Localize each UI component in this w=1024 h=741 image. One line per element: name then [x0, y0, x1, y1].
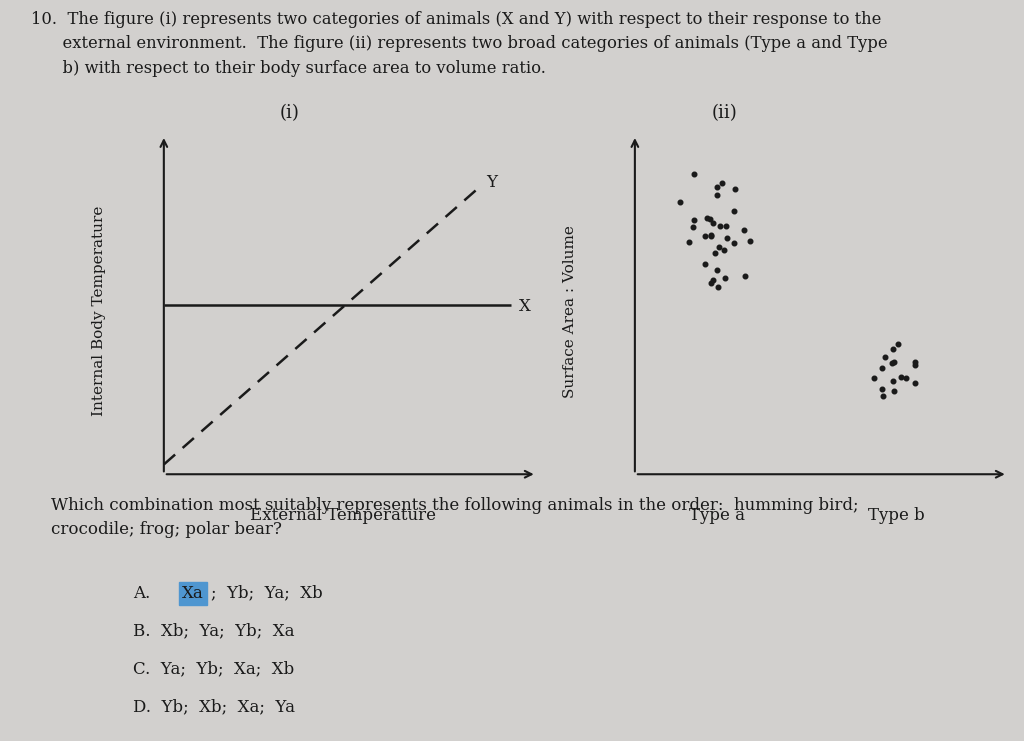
Point [712, 221, 728, 233]
Point [699, 212, 716, 224]
Text: (ii): (ii) [712, 104, 737, 122]
Point [686, 168, 702, 180]
Point [684, 221, 700, 233]
Point [702, 277, 719, 289]
Point [735, 225, 752, 236]
Point [716, 245, 732, 256]
Text: B.  Xb;  Ya;  Yb;  Xa: B. Xb; Ya; Yb; Xa [133, 622, 295, 639]
Point [878, 351, 894, 363]
Text: Type b: Type b [868, 507, 925, 524]
Point [890, 338, 906, 350]
Point [907, 359, 924, 370]
Text: Xa: Xa [182, 585, 204, 602]
Point [706, 217, 722, 229]
Point [907, 377, 924, 389]
Point [711, 241, 727, 253]
Point [710, 281, 726, 293]
Point [876, 390, 892, 402]
Point [718, 220, 734, 232]
Point [714, 177, 730, 189]
Point [697, 230, 714, 242]
Point [709, 265, 725, 276]
Point [898, 372, 914, 384]
Text: D.  Yb;  Xb;  Xa;  Ya: D. Yb; Xb; Xa; Ya [133, 698, 295, 715]
Point [709, 181, 725, 193]
Point [736, 270, 753, 282]
Point [884, 356, 900, 368]
Point [702, 230, 719, 242]
Text: ;  Yb;  Ya;  Xb: ; Yb; Ya; Xb [211, 585, 323, 602]
Text: A.: A. [133, 585, 161, 602]
Text: Which combination most suitably represents the following animals in the order:  : Which combination most suitably represen… [51, 496, 859, 538]
Point [873, 383, 890, 395]
Point [886, 356, 902, 368]
Text: Y: Y [486, 173, 498, 190]
Point [741, 235, 758, 247]
Point [906, 356, 923, 368]
Point [886, 385, 902, 396]
Text: 10.  The figure (i) represents two categories of animals (X and Y) with respect : 10. The figure (i) represents two catego… [31, 10, 888, 77]
Text: Type a: Type a [689, 507, 745, 524]
Text: X: X [518, 298, 530, 315]
Point [885, 375, 901, 387]
Point [726, 236, 742, 248]
Point [710, 189, 726, 201]
Point [705, 274, 721, 286]
Point [707, 247, 723, 259]
Point [873, 362, 890, 373]
Point [726, 205, 742, 217]
Point [717, 272, 733, 284]
Point [672, 196, 688, 207]
Text: (i): (i) [280, 104, 299, 122]
Text: External Temperature: External Temperature [250, 507, 436, 524]
Point [893, 370, 909, 382]
Point [885, 343, 901, 355]
Point [701, 213, 718, 225]
Text: C.  Ya;  Yb;  Xa;  Xb: C. Ya; Yb; Xa; Xb [133, 660, 294, 677]
Point [702, 230, 719, 242]
Point [696, 259, 713, 270]
Point [866, 372, 883, 384]
Text: Internal Body Temperature: Internal Body Temperature [92, 206, 106, 416]
Point [681, 236, 697, 247]
Point [726, 183, 742, 195]
Text: Surface Area : Volume: Surface Area : Volume [563, 225, 578, 398]
Point [719, 232, 735, 244]
Point [686, 214, 702, 226]
